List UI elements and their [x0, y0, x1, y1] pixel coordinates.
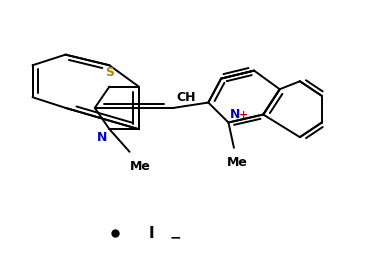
Text: S: S	[105, 66, 114, 79]
Text: N: N	[97, 130, 108, 143]
Text: N: N	[230, 108, 241, 121]
Text: −: −	[169, 230, 181, 244]
Text: Me: Me	[227, 156, 248, 169]
Text: I: I	[149, 225, 154, 240]
Text: Me: Me	[130, 160, 151, 173]
Text: +: +	[238, 109, 248, 119]
Text: CH: CH	[176, 91, 196, 104]
